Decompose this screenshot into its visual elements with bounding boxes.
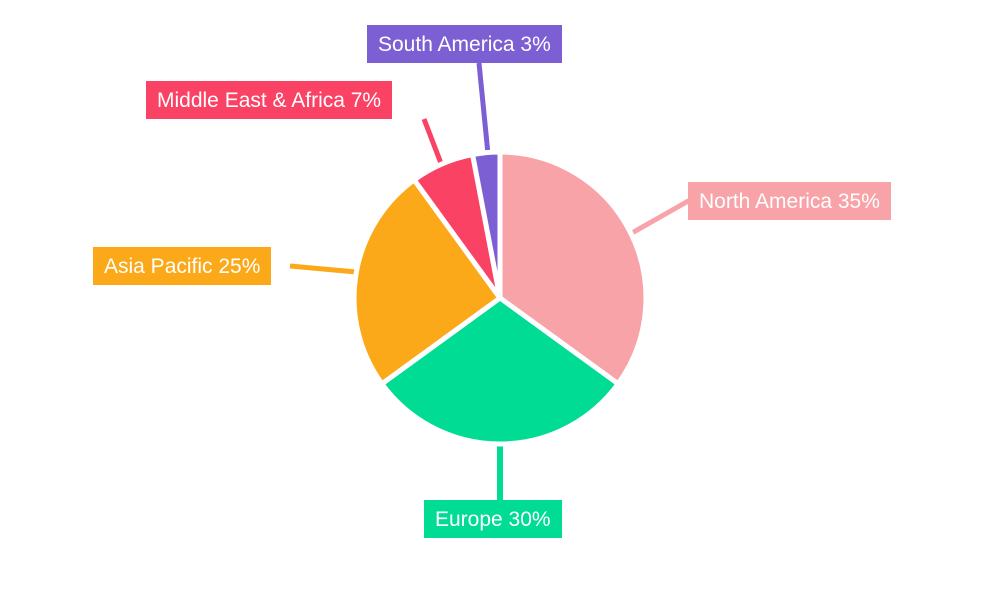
leader-line-north-america	[630, 197, 692, 236]
pie-label-middle-east-africa[interactable]: Middle East & Africa 7%	[146, 81, 393, 119]
pie-label-south-america-text: South America 3%	[378, 32, 551, 56]
pie-label-north-america[interactable]: North America 35%	[688, 182, 891, 220]
pie-label-middle-east-africa-text: Middle East & Africa 7%	[157, 88, 382, 112]
leader-line-south-america	[476, 62, 491, 155]
pie-wedges	[351, 149, 649, 447]
pie-label-south-america[interactable]: South America 3%	[367, 25, 562, 63]
pie-label-europe[interactable]: Europe 30%	[424, 500, 562, 538]
pie-slice-south-america[interactable]	[470, 149, 503, 301]
pie-label-europe-text: Europe 30%	[435, 507, 551, 531]
pie-label-asia-pacific-text: Asia Pacific 25%	[104, 254, 261, 278]
leader-line-asia-pacific	[289, 263, 357, 275]
pie-slice-asia-pacific[interactable]	[351, 177, 503, 387]
pie-slice-north-america[interactable]	[497, 149, 649, 387]
pie-slice-europe[interactable]	[379, 295, 621, 447]
pie-label-asia-pacific[interactable]: Asia Pacific 25%	[93, 247, 272, 285]
pie-label-north-america-text: North America 35%	[699, 189, 880, 213]
